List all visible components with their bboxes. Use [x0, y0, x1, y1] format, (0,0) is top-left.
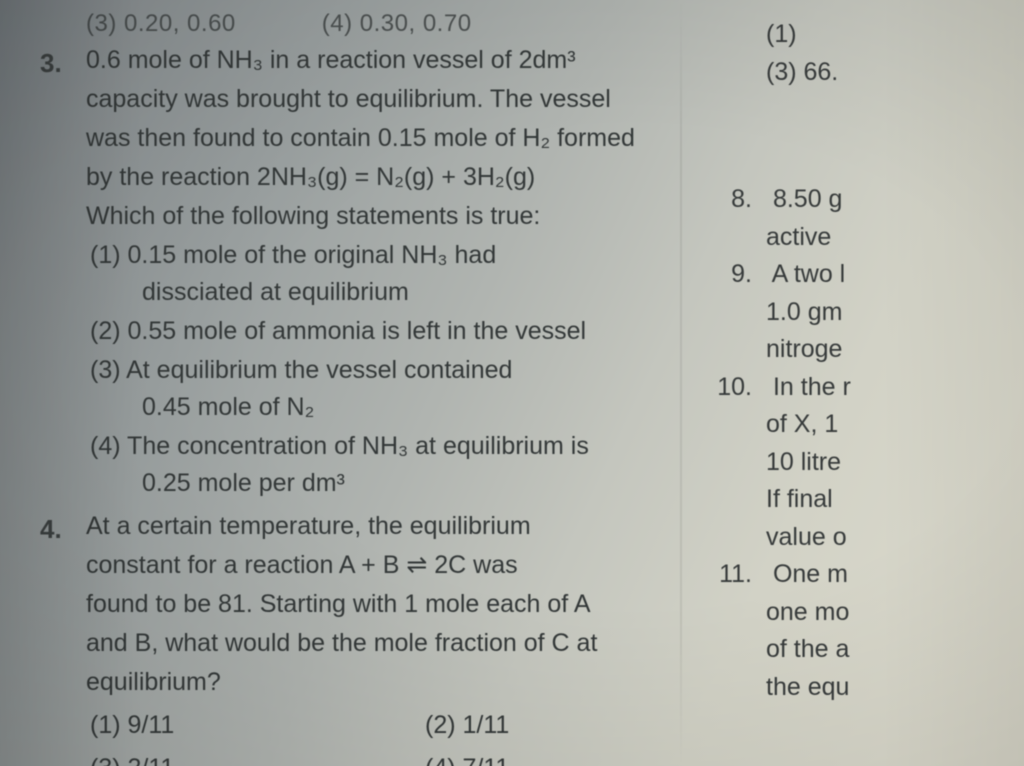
q3-option-1-line: dissciated at equilibrium [90, 274, 680, 311]
q3-option-2: (2) 0.55 mole of ammonia is left in the … [86, 313, 680, 350]
right-cut-text: In the r [773, 373, 851, 401]
q3-option-1-line: (1) 0.15 mole of the original NH₃ had [90, 237, 680, 274]
question-number-4: 4. [40, 508, 86, 545]
right-cut-line: the equ [708, 669, 1006, 707]
right-cut-text: 8.50 g [773, 185, 843, 213]
right-cut-line: active [708, 219, 1006, 257]
q4-option-3: (3) 2/11 [90, 750, 345, 766]
right-q8: 8. 8.50 g [708, 181, 1006, 219]
right-cut-text: One m [773, 560, 848, 588]
q4-options-grid: (1) 9/11 (2) 1/11 (3) 2/11 (4) 7/11 [86, 707, 680, 766]
right-cut-line: one mo [708, 594, 1006, 632]
q3-stem-line: 0.6 mole of NH₃ in a reaction vessel of … [86, 42, 680, 79]
q3-option-4-line: 0.25 mole per dm³ [90, 465, 680, 502]
right-cut-line: 10 litre [708, 444, 1006, 482]
right-q11: 11. One m [708, 556, 1006, 594]
right-cut-line: nitroge [708, 331, 1006, 369]
right-qnum: 9. [708, 256, 752, 294]
right-column-cropped: (1) (3) 66. 8. 8.50 g active 9. A two l … [708, 10, 1006, 766]
right-cut-line: (1) [708, 16, 1006, 54]
q4-stem-line: equilibrium? [86, 664, 680, 701]
q3-stem-line: capacity was brought to equilibrium. The… [86, 81, 680, 118]
column-divider [680, 0, 682, 766]
q3-option-3-line: 0.45 mole of N₂ [90, 389, 680, 426]
q4-stem-line: found to be 81. Starting with 1 mole eac… [86, 586, 680, 623]
prev-opt-4: (4) 0.30, 0.70 [322, 10, 472, 37]
q3-stem-line: Which of the following statements is tru… [86, 198, 680, 235]
q3-stem-line: was then found to contain 0.15 mole of H… [86, 120, 680, 157]
q3-option-4: (4) The concentration of NH₃ at equilibr… [86, 428, 680, 502]
q4-stem-line: constant for a reaction A + B ⇌ 2C was [86, 547, 680, 584]
question-4: 4. At a certain temperature, the equilib… [40, 508, 680, 766]
q4-option-2: (2) 1/11 [425, 707, 680, 744]
q4-stem-line: and B, what would be the mole fraction o… [86, 625, 680, 662]
q3-option-4-line: (4) The concentration of NH₃ at equilibr… [90, 428, 680, 465]
right-cut-line: (3) 66. [708, 54, 1006, 92]
right-cut-line: of X, 1 [708, 406, 1006, 444]
right-q9: 9. A two l [708, 256, 1006, 294]
q3-option-1: (1) 0.15 mole of the original NH₃ had di… [86, 237, 680, 311]
q4-option-4: (4) 7/11 [425, 750, 680, 766]
left-column: (3) 0.20, 0.60 (4) 0.30, 0.70 3. 0.6 mol… [40, 10, 680, 766]
right-cut-text: A two l [772, 260, 846, 288]
question-number-3: 3. [40, 42, 86, 79]
q3-option-3-line: (3) At equilibrium the vessel contained [90, 352, 680, 389]
q4-stem-line: At a certain temperature, the equilibriu… [86, 508, 680, 545]
right-cut-line: If final [708, 481, 1006, 519]
right-q10: 10. In the r [708, 369, 1006, 407]
q4-option-1: (1) 9/11 [90, 707, 345, 744]
right-qnum: 11. [708, 556, 752, 594]
question-3: 3. 0.6 mole of NH₃ in a reaction vessel … [40, 42, 680, 502]
right-qnum: 10. [708, 369, 752, 407]
q3-option-3: (3) At equilibrium the vessel contained … [86, 352, 680, 426]
right-cut-line: 1.0 gm [708, 294, 1006, 332]
right-cut-line: value o [708, 519, 1006, 557]
right-cut-line: of the a [708, 631, 1006, 669]
prev-question-options-cut: (3) 0.20, 0.60 (4) 0.30, 0.70 [40, 10, 680, 38]
right-qnum: 8. [708, 181, 752, 219]
q3-stem-line: by the reaction 2NH₃(g) = N₂(g) + 3H₂(g) [86, 159, 680, 196]
prev-opt-3: (3) 0.20, 0.60 [86, 10, 236, 37]
